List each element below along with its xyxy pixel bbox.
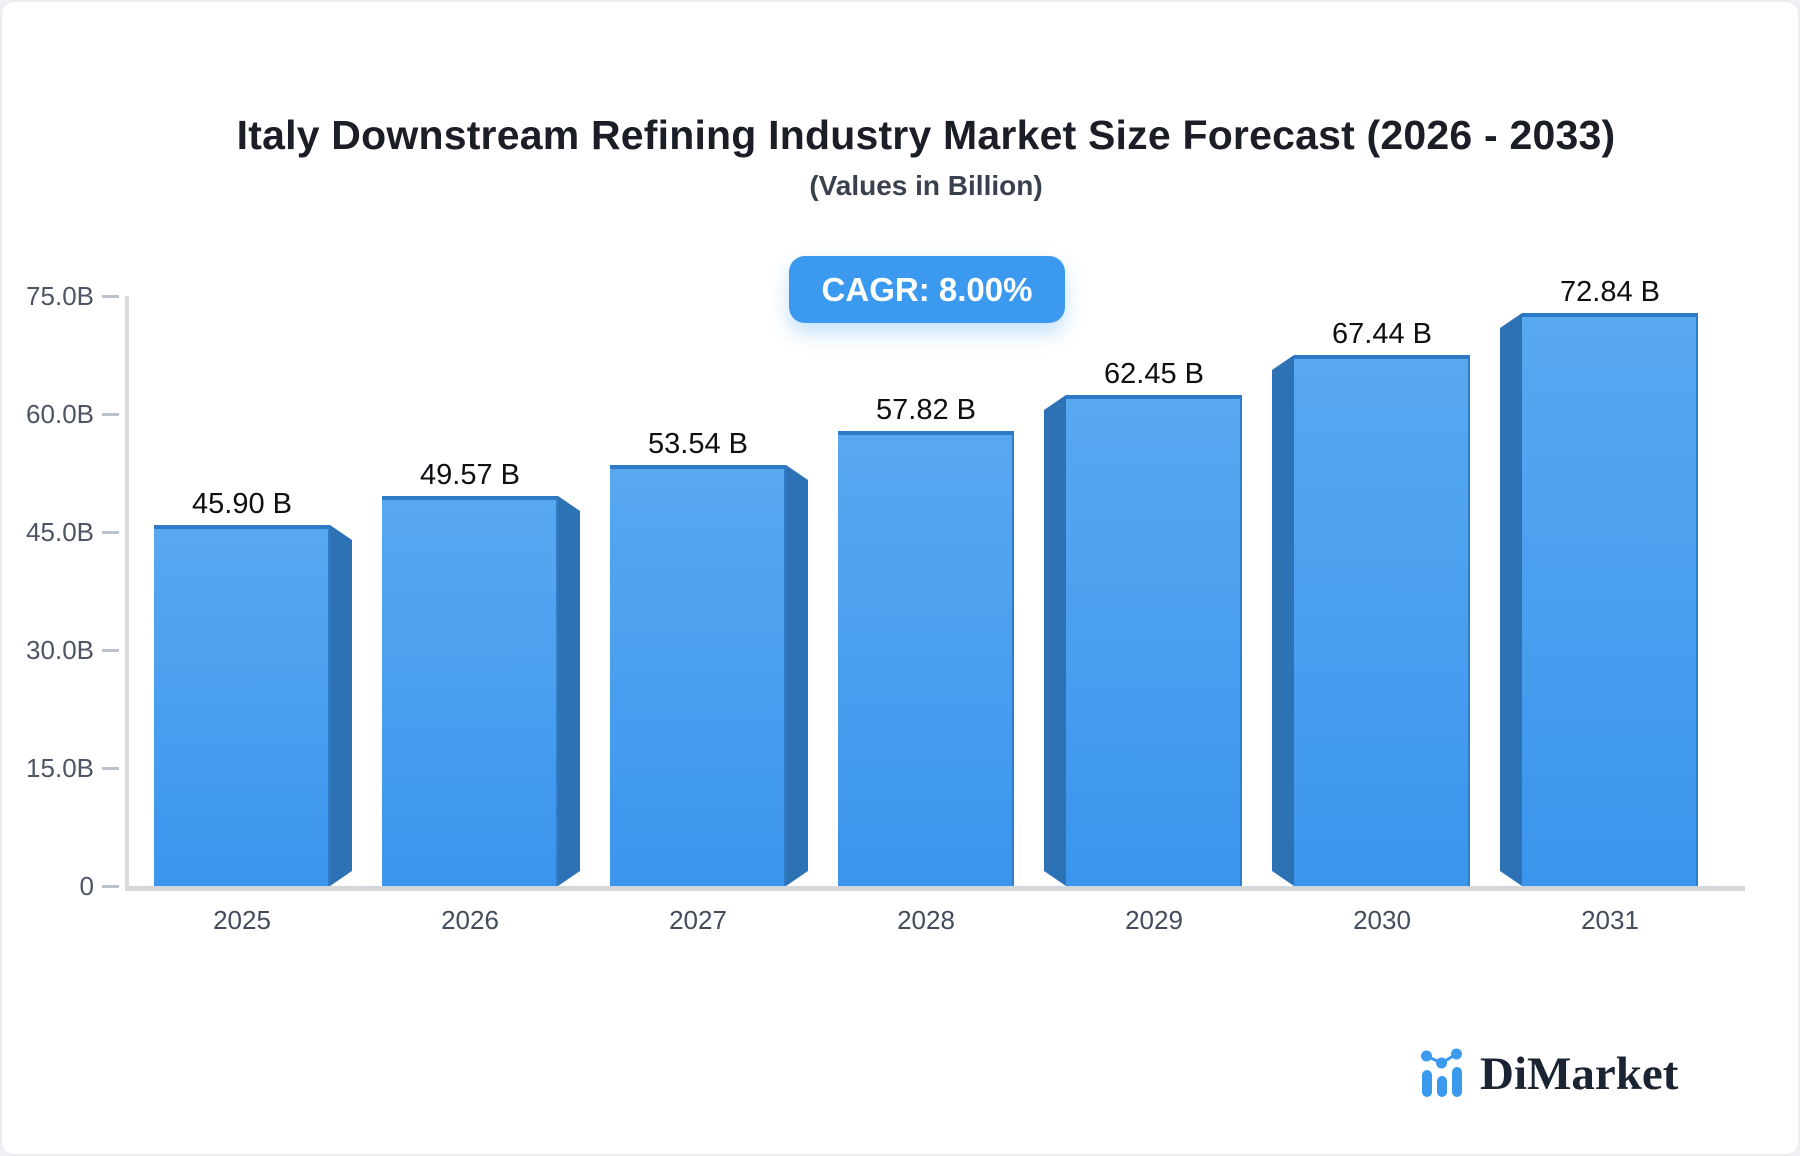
bar-side-face [1272,355,1294,886]
bar-value-label: 57.82 B [876,394,976,426]
chart-subtitle: (Values in Billion) [809,170,1043,201]
brand-logo-text: DiMarket [1480,1048,1679,1100]
bar-2026[interactable] [382,496,558,886]
y-axis-tick-label: 75.0B [26,281,94,311]
x-axis-label: 2026 [441,905,499,935]
x-axis-label: 2029 [1125,905,1183,935]
y-axis-tick [102,767,119,770]
y-axis-tick-label: 30.0B [26,635,94,665]
bar-2031[interactable] [1522,313,1698,886]
x-axis-label: 2027 [669,905,727,935]
bar-value-label: 49.57 B [420,459,520,491]
mini-bar-chart-icon [1421,1048,1462,1097]
bar-2027[interactable] [610,465,786,886]
bar-2025[interactable] [154,525,330,886]
bar-side-face [1500,313,1522,886]
y-axis-tick-label: 0 [79,871,94,901]
bar-side-face [558,496,580,886]
y-axis-tick [102,413,119,416]
bar-2028[interactable] [838,431,1014,886]
bar-value-label: 67.44 B [1332,318,1432,350]
y-axis-tick [102,649,119,652]
x-axis-line [125,886,1745,891]
x-axis-label: 2028 [897,905,955,935]
bar-2029[interactable] [1066,395,1242,886]
y-axis-tick-label: 60.0B [26,399,94,429]
bar-value-label: 72.84 B [1560,276,1660,308]
x-axis-label: 2031 [1581,905,1639,935]
y-axis-tick-label: 45.0B [26,517,94,547]
bar-side-face [1044,395,1066,886]
y-axis-tick [102,885,119,888]
y-axis-line [125,296,129,886]
y-axis-tick-label: 15.0B [26,753,94,783]
bar-side-face [786,465,808,886]
bar-side-face [330,525,352,886]
x-axis-label: 2030 [1353,905,1411,935]
bar-2030[interactable] [1294,355,1470,886]
bar-value-label: 53.54 B [648,428,748,460]
y-axis-tick [102,531,119,534]
bar-value-label: 45.90 B [192,488,292,520]
bar-value-label: 62.45 B [1104,358,1204,390]
chart-title: Italy Downstream Refining Industry Marke… [236,112,1616,158]
cagr-badge: CAGR: 8.00% [789,256,1065,323]
x-axis-label: 2025 [213,905,271,935]
y-axis-tick [102,295,119,298]
brand-logo: DiMarket [1420,1042,1678,1098]
